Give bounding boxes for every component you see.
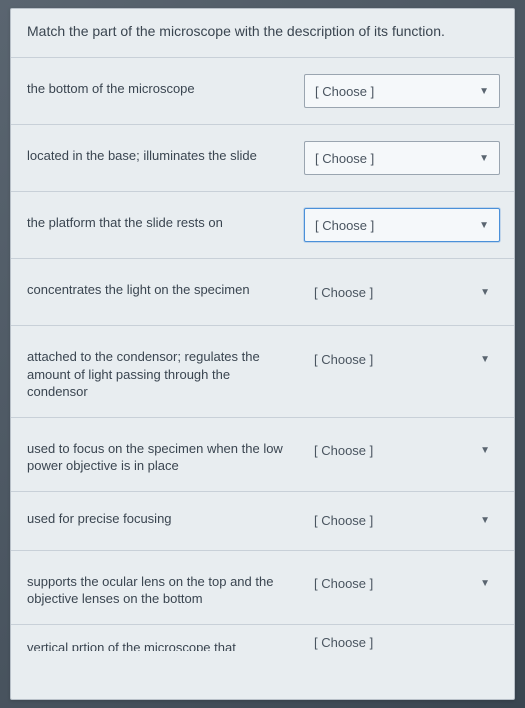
description-text: located in the base; illuminates the sli… xyxy=(27,141,304,165)
choice-dropdown-9[interactable]: [ Choose ] xyxy=(304,633,500,651)
match-row: the platform that the slide rests on [ C… xyxy=(11,192,514,259)
choice-dropdown-1[interactable]: [ Choose ] ▼ xyxy=(304,74,500,108)
description-text: used to focus on the specimen when the l… xyxy=(27,434,304,475)
chevron-down-icon: ▼ xyxy=(480,515,490,526)
chevron-down-icon: ▼ xyxy=(480,445,490,456)
description-text: supports the ocular lens on the top and … xyxy=(27,567,304,608)
description-text: the platform that the slide rests on xyxy=(27,208,304,232)
chevron-down-icon: ▼ xyxy=(480,578,490,589)
dropdown-label: [ Choose ] xyxy=(314,576,373,591)
dropdown-label: [ Choose ] xyxy=(314,443,373,458)
match-row: supports the ocular lens on the top and … xyxy=(11,551,514,625)
choice-dropdown-8[interactable]: [ Choose ] ▼ xyxy=(304,567,500,601)
description-text: the bottom of the microscope xyxy=(27,74,304,98)
dropdown-label: [ Choose ] xyxy=(314,513,373,528)
dropdown-label: [ Choose ] xyxy=(314,285,373,300)
match-row: concentrates the light on the specimen [… xyxy=(11,259,514,326)
dropdown-label: [ Choose ] xyxy=(314,635,373,650)
question-panel: Match the part of the microscope with th… xyxy=(10,8,515,700)
question-prompt: Match the part of the microscope with th… xyxy=(11,9,514,58)
chevron-down-icon: ▼ xyxy=(479,153,489,164)
match-row: located in the base; illuminates the sli… xyxy=(11,125,514,192)
match-row: the bottom of the microscope [ Choose ] … xyxy=(11,58,514,125)
chevron-down-icon: ▼ xyxy=(480,354,490,365)
choice-dropdown-7[interactable]: [ Choose ] ▼ xyxy=(304,504,500,538)
chevron-down-icon: ▼ xyxy=(480,287,490,298)
dropdown-label: [ Choose ] xyxy=(315,84,374,99)
match-row: used for precise focusing [ Choose ] ▼ xyxy=(11,492,514,551)
dropdown-label: [ Choose ] xyxy=(314,352,373,367)
description-text: vertical prtion of the microscope that xyxy=(27,633,304,651)
choice-dropdown-6[interactable]: [ Choose ] ▼ xyxy=(304,434,500,468)
match-row: attached to the condensor; regulates the… xyxy=(11,326,514,418)
chevron-down-icon: ▼ xyxy=(479,86,489,97)
choice-dropdown-4[interactable]: [ Choose ] ▼ xyxy=(304,275,500,309)
choice-dropdown-5[interactable]: [ Choose ] ▼ xyxy=(304,342,500,376)
dropdown-label: [ Choose ] xyxy=(315,151,374,166)
dropdown-label: [ Choose ] xyxy=(315,218,374,233)
description-text: attached to the condensor; regulates the… xyxy=(27,342,304,401)
choice-dropdown-3[interactable]: [ Choose ] ▼ xyxy=(304,208,500,242)
match-row: used to focus on the specimen when the l… xyxy=(11,418,514,492)
choice-dropdown-2[interactable]: [ Choose ] ▼ xyxy=(304,141,500,175)
chevron-down-icon: ▼ xyxy=(479,220,489,231)
match-row: vertical prtion of the microscope that [… xyxy=(11,625,514,651)
description-text: concentrates the light on the specimen xyxy=(27,275,304,299)
description-text: used for precise focusing xyxy=(27,504,304,528)
